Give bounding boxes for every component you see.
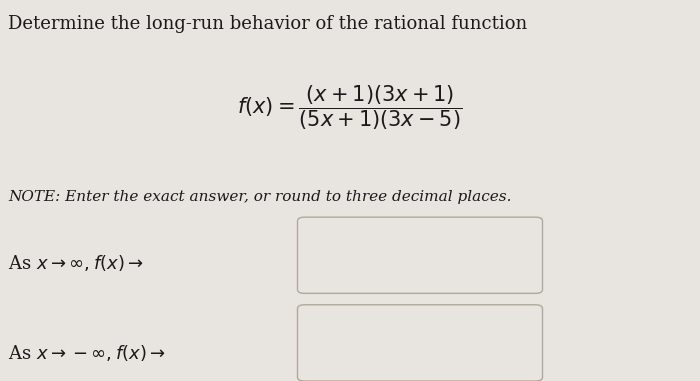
Text: As $x \rightarrow \infty, f(x) \rightarrow$: As $x \rightarrow \infty, f(x) \rightarr… — [8, 253, 144, 273]
Text: Determine the long-run behavior of the rational function: Determine the long-run behavior of the r… — [8, 15, 528, 33]
FancyBboxPatch shape — [298, 217, 542, 293]
Text: $f(x) = \dfrac{(x + 1)(3x + 1)}{(5x + 1)(3x - 5)}$: $f(x) = \dfrac{(x + 1)(3x + 1)}{(5x + 1)… — [237, 84, 463, 132]
Text: As $x \rightarrow -\infty, f(x) \rightarrow$: As $x \rightarrow -\infty, f(x) \rightar… — [8, 343, 166, 363]
FancyBboxPatch shape — [298, 305, 542, 381]
Text: NOTE: Enter the exact answer, or round to three decimal places.: NOTE: Enter the exact answer, or round t… — [8, 190, 512, 205]
